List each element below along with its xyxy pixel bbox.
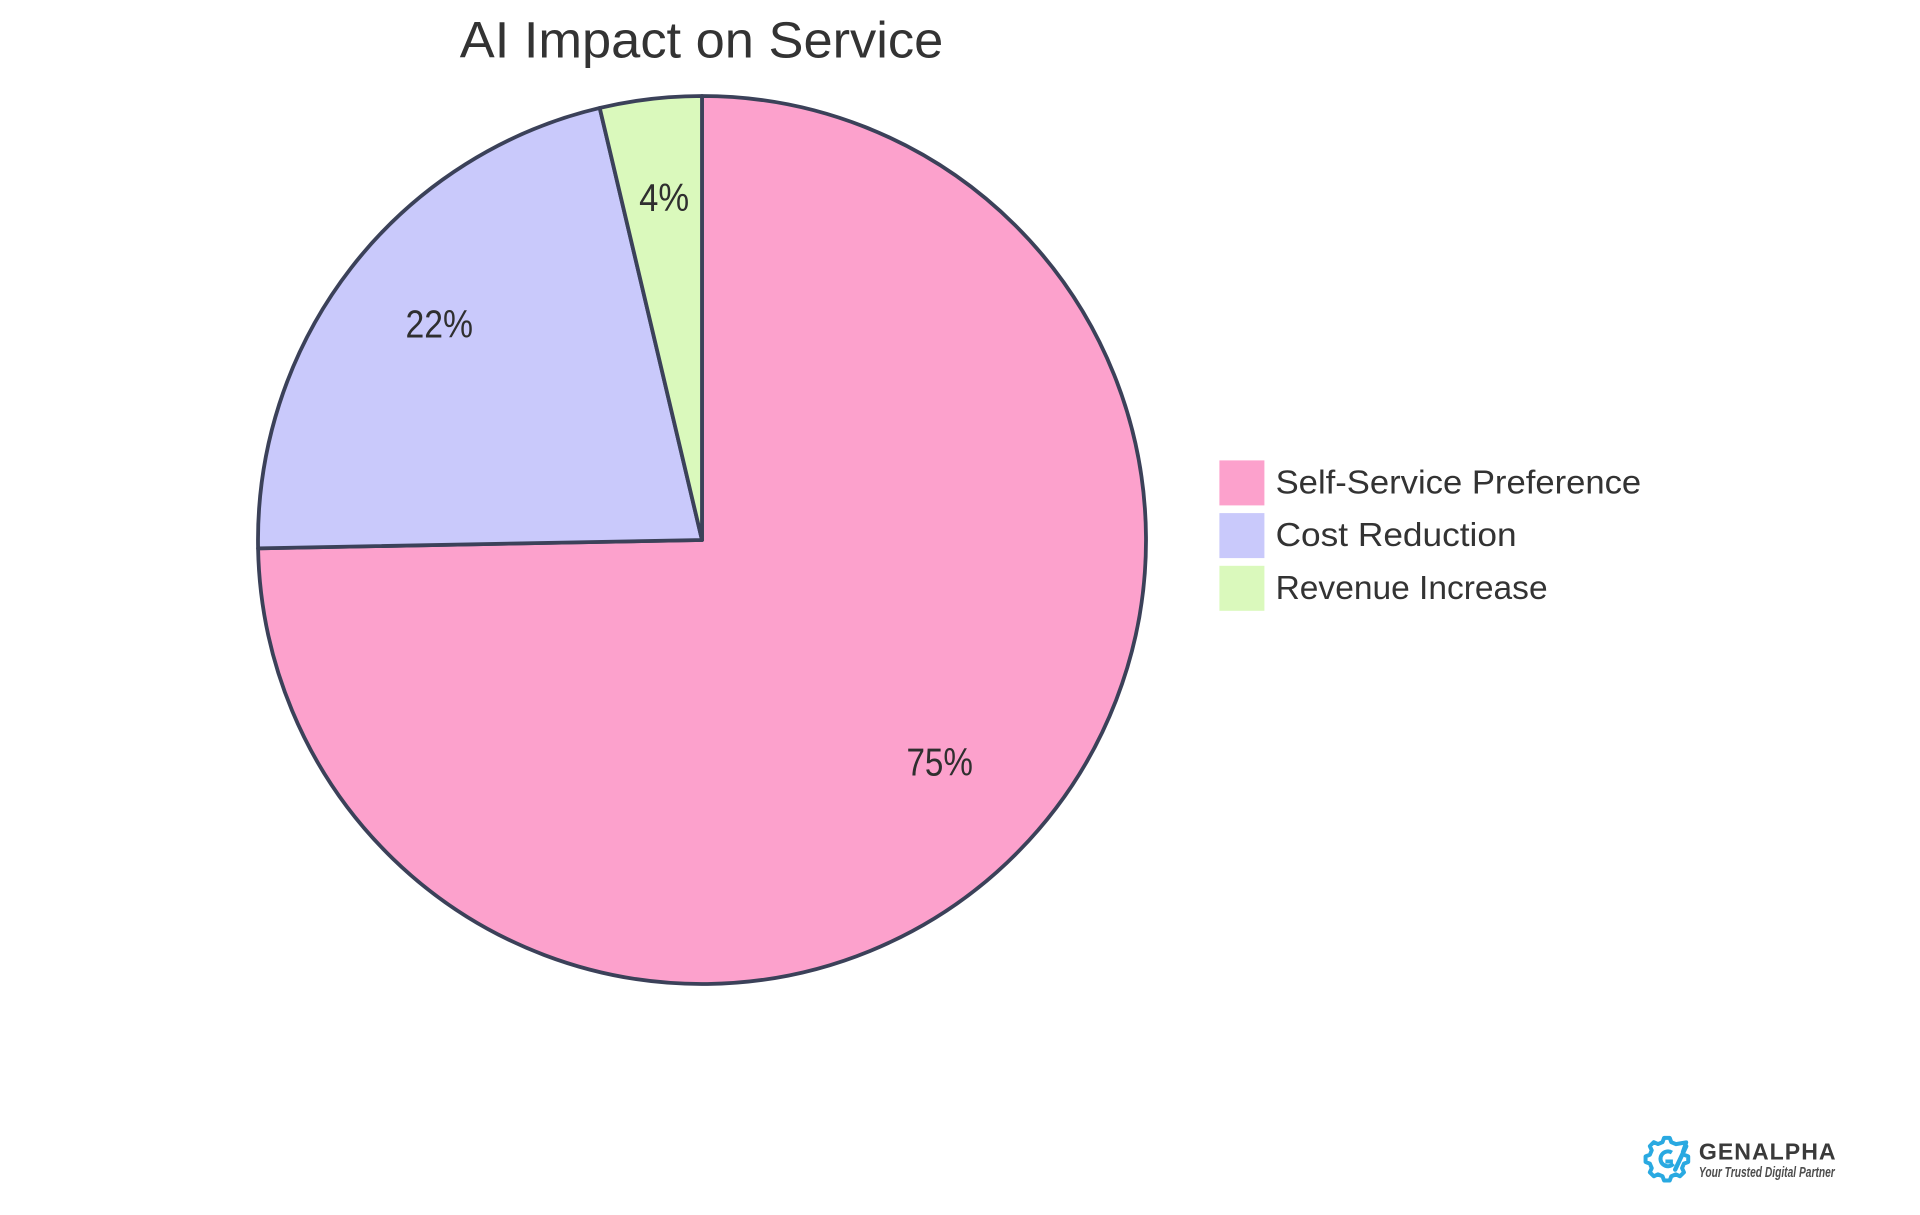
svg-text:Revenue Increase: Revenue Increase [1276,570,1548,607]
svg-text:Your Trusted Digital Partner: Your Trusted Digital Partner [1699,1165,1836,1181]
svg-text:22%: 22% [405,304,473,347]
svg-text:GENALPHA: GENALPHA [1699,1139,1837,1165]
svg-text:4%: 4% [639,177,689,220]
svg-text:Cost Reduction: Cost Reduction [1276,517,1517,554]
svg-text:Self-Service Preference: Self-Service Preference [1276,464,1642,501]
svg-text:AI Impact on Service: AI Impact on Service [460,12,944,69]
svg-text:75%: 75% [906,742,973,785]
